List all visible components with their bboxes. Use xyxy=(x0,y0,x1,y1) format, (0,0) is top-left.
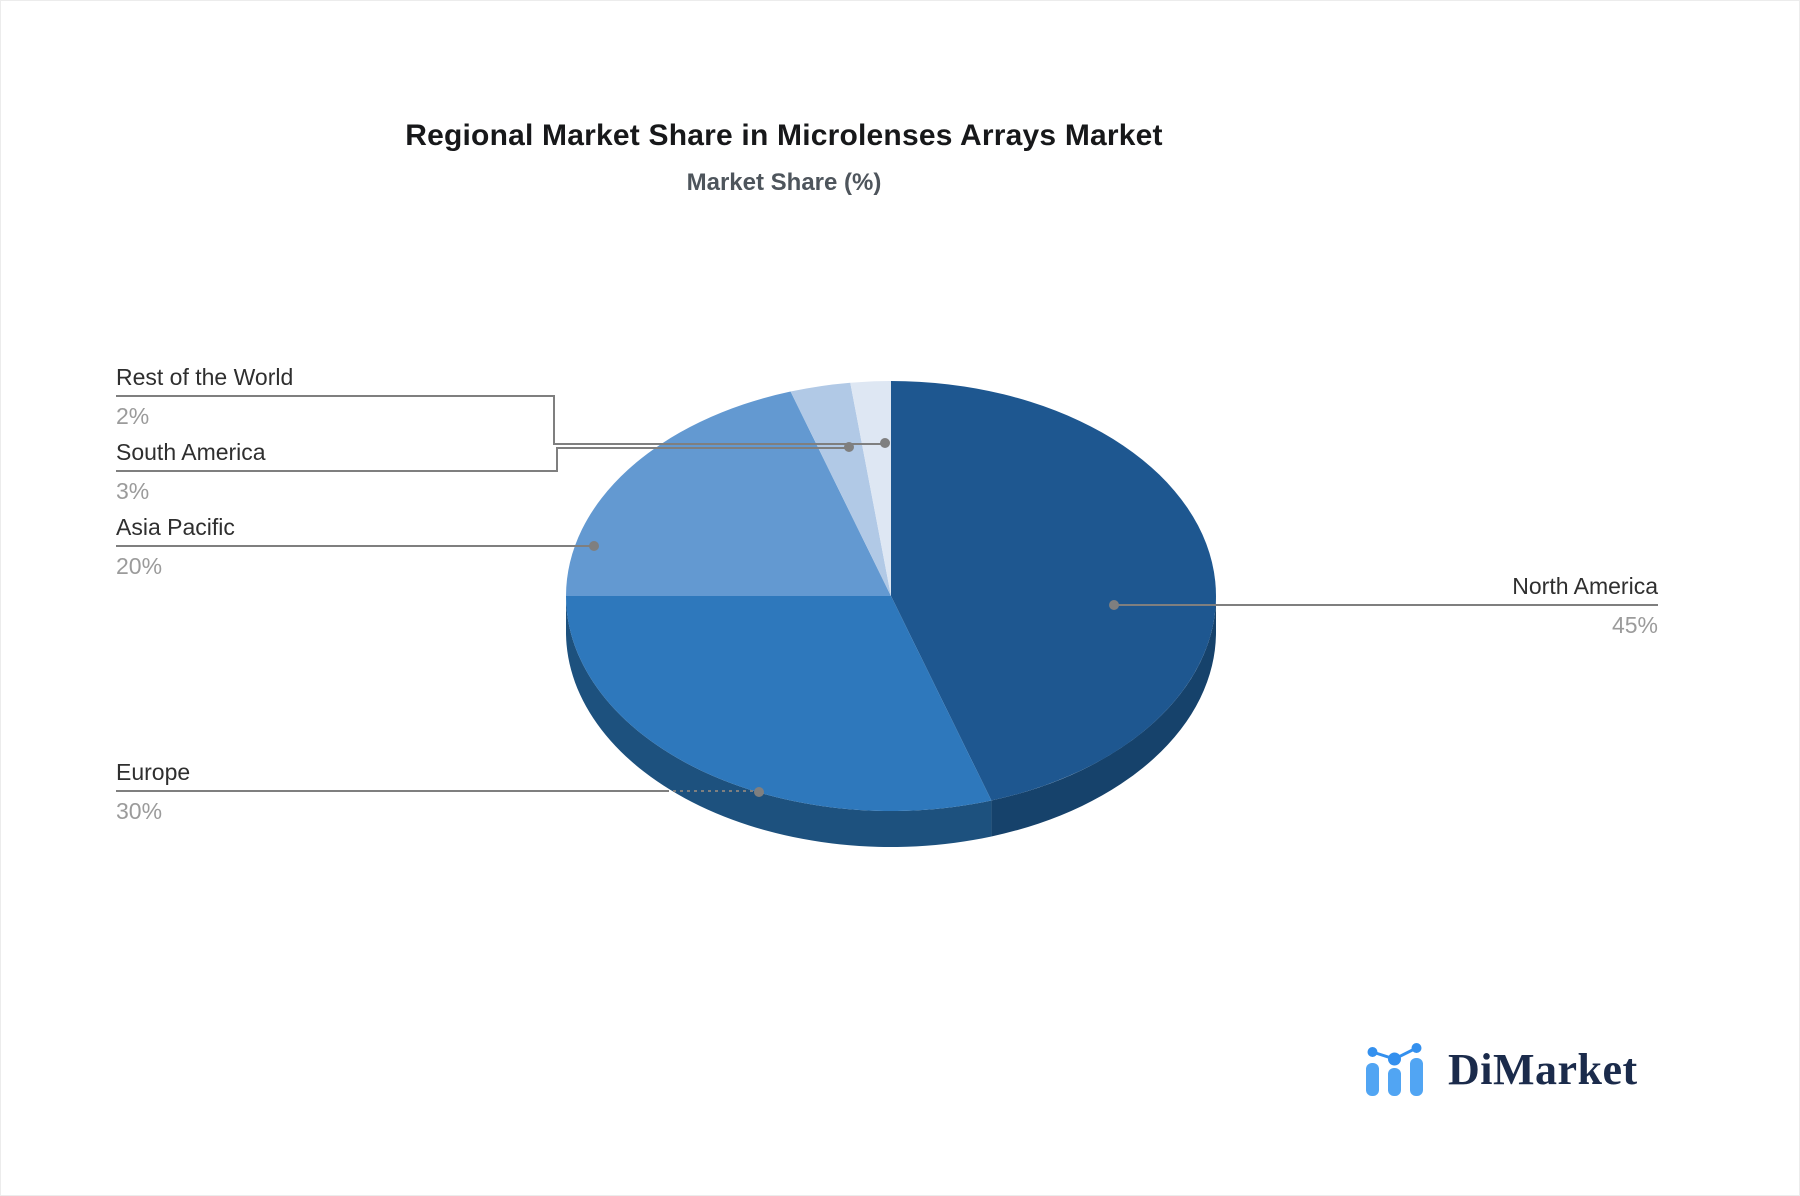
callout-label-north-america: North America xyxy=(1512,573,1658,599)
callout-value-north-america: 45% xyxy=(1611,612,1658,638)
leader-lines xyxy=(116,395,1658,797)
logo-text: DiMarket xyxy=(1448,1045,1638,1094)
leader-dot-north-america xyxy=(1109,600,1119,610)
page-subtitle: Market Share (%) xyxy=(686,169,882,196)
callout-label-rest-of-the-world: Rest of the World xyxy=(116,364,294,390)
callout-label-south-america: South America xyxy=(116,439,266,465)
pie-slice-south-america xyxy=(790,382,891,596)
pie-slice-north-america xyxy=(891,381,1217,801)
pie-slice-side-europe xyxy=(566,596,992,848)
bar-chart-icon xyxy=(1366,1043,1423,1096)
leader-dot-rest-of-the-world xyxy=(880,438,890,448)
pie-slice-europe xyxy=(566,596,992,812)
pie-slice-rest-of-the-world xyxy=(850,381,891,596)
callout-value-europe: 30% xyxy=(116,798,163,824)
callout-value-asia-pacific: 20% xyxy=(116,553,163,579)
callout-value-rest-of-the-world: 2% xyxy=(116,403,150,429)
logo: DiMarket xyxy=(1363,1041,1638,1099)
page-title: Regional Market Share in Microlenses Arr… xyxy=(405,119,1163,152)
callout-label-asia-pacific: Asia Pacific xyxy=(116,514,235,540)
pie-slice-asia-pacific xyxy=(566,391,891,596)
pie-slices xyxy=(566,381,1217,848)
callout-value-south-america: 3% xyxy=(116,478,150,504)
leader-dot-asia-pacific xyxy=(589,541,599,551)
callout-label-europe: Europe xyxy=(116,759,191,785)
leader-line-rest-of-the-world xyxy=(116,395,885,445)
leader-dot-europe xyxy=(754,787,764,797)
leader-line-south-america xyxy=(116,447,849,472)
leader-dot-south-america xyxy=(844,442,854,452)
pie-slice-side-north-america xyxy=(991,596,1216,837)
